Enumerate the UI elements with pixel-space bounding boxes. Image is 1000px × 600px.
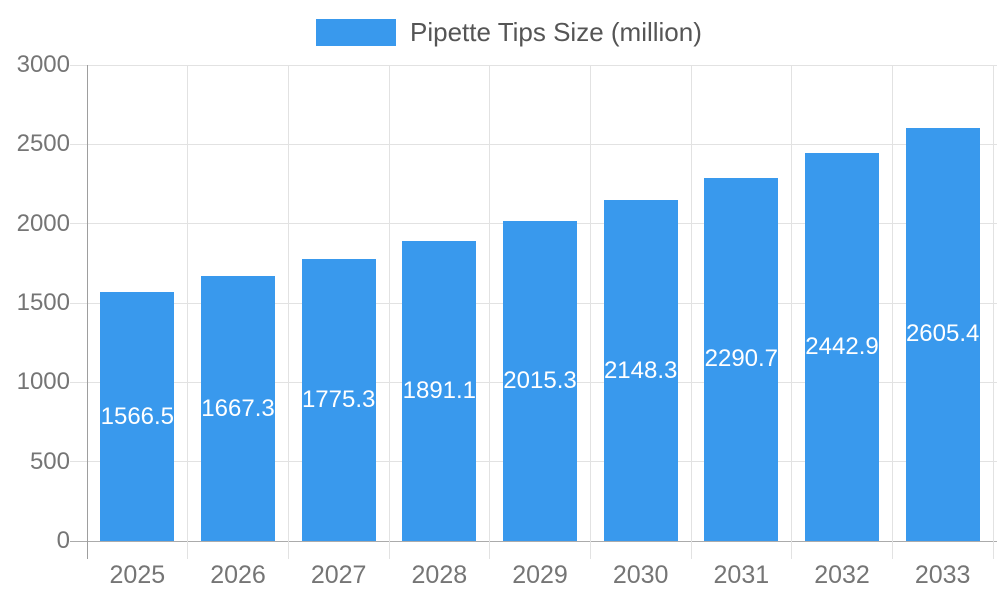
y-axis-tick-label: 500 [29, 447, 70, 475]
bar-2033[interactable] [905, 127, 980, 541]
bar-value-label: 2290.7 [704, 345, 779, 373]
x-axis-tick-label: 2033 [914, 561, 971, 589]
y-axis-tick-label: 1000 [16, 368, 70, 396]
x-gridline [690, 65, 692, 559]
bar-value-label: 2148.3 [603, 356, 678, 384]
x-axis-tick-label: 2026 [210, 561, 266, 589]
x-gridline [187, 65, 189, 559]
x-gridline [388, 65, 390, 559]
x-gridline [489, 65, 491, 559]
x-axis-tick-label: 2030 [612, 561, 669, 589]
x-axis-tick-label: 2029 [512, 561, 568, 589]
bar-value-label: 1566.5 [100, 402, 175, 430]
x-axis-line [70, 540, 997, 542]
x-gridline [589, 65, 591, 559]
x-axis-tick-label: 2032 [814, 561, 870, 589]
x-axis-tick-label: 2027 [310, 561, 367, 589]
bar-2029[interactable] [503, 221, 577, 541]
bar-2027[interactable] [301, 259, 376, 541]
y-axis-tick-label: 1500 [16, 289, 70, 316]
y-axis-tick-label: 0 [56, 527, 70, 554]
bar-value-label: 2015.3 [503, 367, 577, 395]
bar-2032[interactable] [805, 153, 879, 541]
bar-value-label: 2605.4 [905, 320, 980, 348]
y-axis-line [86, 65, 88, 559]
legend-swatch-icon [316, 19, 396, 46]
x-axis-tick-label: 2031 [713, 561, 770, 589]
bar-2028[interactable] [402, 240, 477, 541]
x-gridline [992, 65, 994, 559]
bar-2030[interactable] [603, 200, 678, 541]
y-gridline [70, 143, 997, 145]
y-axis-tick-label: 2000 [16, 209, 70, 237]
bar-value-label: 1775.3 [301, 386, 376, 414]
y-axis-tick-label: 2500 [16, 130, 70, 158]
bar-value-label: 1891.1 [402, 376, 477, 404]
bar-value-label: 2442.9 [805, 333, 879, 361]
x-gridline [791, 65, 793, 559]
bar-2031[interactable] [704, 177, 779, 541]
x-axis-tick-label: 2028 [411, 561, 468, 589]
x-axis-tick-label: 2025 [109, 561, 166, 589]
y-gridline [70, 64, 997, 66]
x-gridline [287, 65, 289, 559]
y-axis-tick-label: 3000 [16, 51, 70, 78]
bar-2025[interactable] [100, 292, 175, 541]
bar-value-label: 1667.3 [201, 394, 275, 422]
x-gridline [891, 65, 893, 559]
legend-label: Pipette Tips Size (million) [410, 17, 702, 47]
bar-2026[interactable] [201, 276, 275, 541]
